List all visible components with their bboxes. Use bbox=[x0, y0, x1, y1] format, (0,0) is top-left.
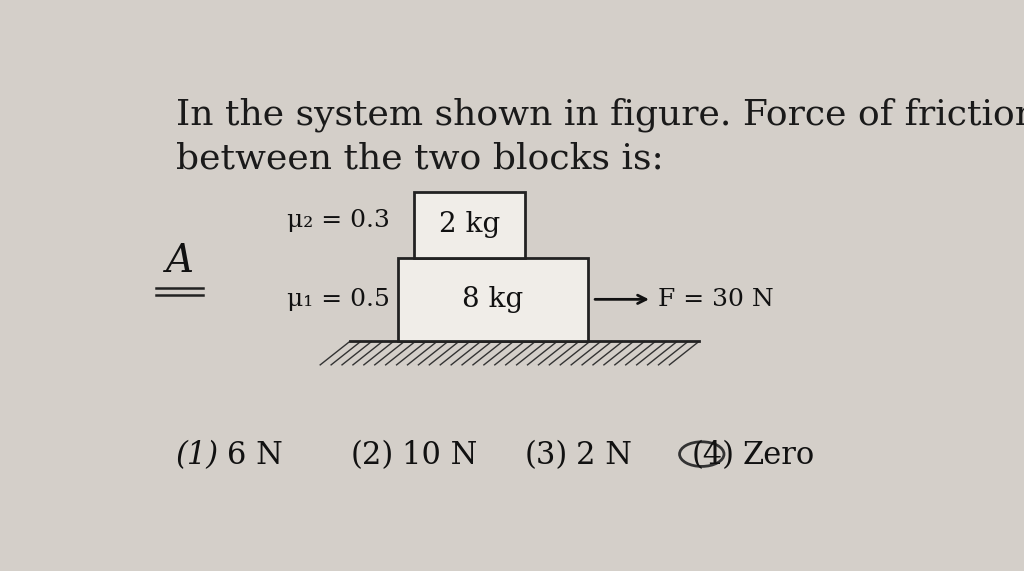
Text: 6 N: 6 N bbox=[227, 440, 283, 471]
Text: (2): (2) bbox=[350, 440, 393, 471]
Text: (4): (4) bbox=[691, 440, 734, 471]
Text: A: A bbox=[166, 243, 194, 280]
Bar bbox=[397, 258, 588, 341]
Text: 2 N: 2 N bbox=[577, 440, 633, 471]
Text: 10 N: 10 N bbox=[401, 440, 477, 471]
Text: F = 30 N: F = 30 N bbox=[658, 288, 774, 311]
Text: μ₂ = 0.3: μ₂ = 0.3 bbox=[287, 209, 390, 232]
Text: between the two blocks is:: between the two blocks is: bbox=[176, 142, 664, 176]
Bar bbox=[414, 192, 524, 258]
Text: (3): (3) bbox=[524, 440, 568, 471]
Text: μ₁ = 0.5: μ₁ = 0.5 bbox=[287, 288, 390, 311]
Text: (1): (1) bbox=[176, 440, 219, 471]
Text: 2 kg: 2 kg bbox=[438, 211, 500, 238]
Text: In the system shown in figure. Force of friction: In the system shown in figure. Force of … bbox=[176, 98, 1024, 132]
Text: 8 kg: 8 kg bbox=[463, 286, 523, 313]
Text: Zero: Zero bbox=[743, 440, 815, 471]
